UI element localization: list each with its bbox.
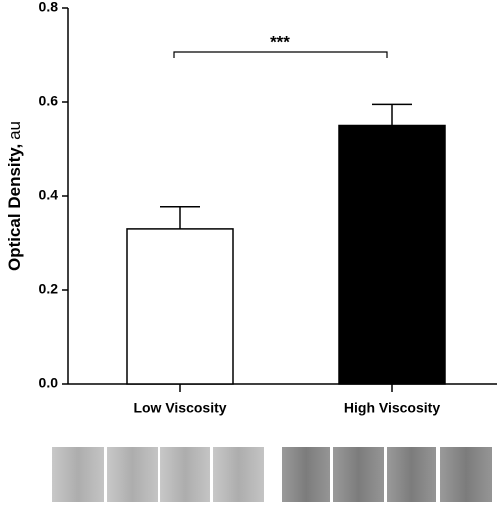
significance-label: *** — [270, 32, 290, 51]
error-bar — [160, 206, 200, 229]
sample-image — [440, 447, 492, 502]
sample-image — [213, 447, 264, 502]
sample-image — [387, 447, 436, 502]
y-axis-label: Optical Density, au — [5, 121, 24, 271]
significance-bracket — [173, 51, 388, 58]
y-tick-label: 0.2 — [39, 281, 59, 297]
bar — [338, 124, 446, 385]
sample-image — [282, 447, 330, 502]
sample-image — [160, 447, 210, 502]
sample-image — [333, 447, 384, 502]
x-tick-label: Low Viscosity — [133, 400, 226, 416]
y-tick-label: 0.8 — [39, 0, 59, 15]
sample-images — [52, 447, 492, 502]
bar — [126, 228, 234, 385]
error-bar — [372, 103, 412, 126]
y-label-main: Optical Density, — [5, 144, 24, 271]
y-tick-label: 0.0 — [39, 375, 59, 391]
y-tick-label: 0.6 — [39, 93, 59, 109]
y-label-unit: au — [5, 121, 24, 140]
sample-image — [107, 447, 158, 502]
x-tick-label: High Viscosity — [344, 400, 440, 416]
sample-image — [52, 447, 104, 502]
y-tick-label: 0.4 — [39, 187, 59, 203]
